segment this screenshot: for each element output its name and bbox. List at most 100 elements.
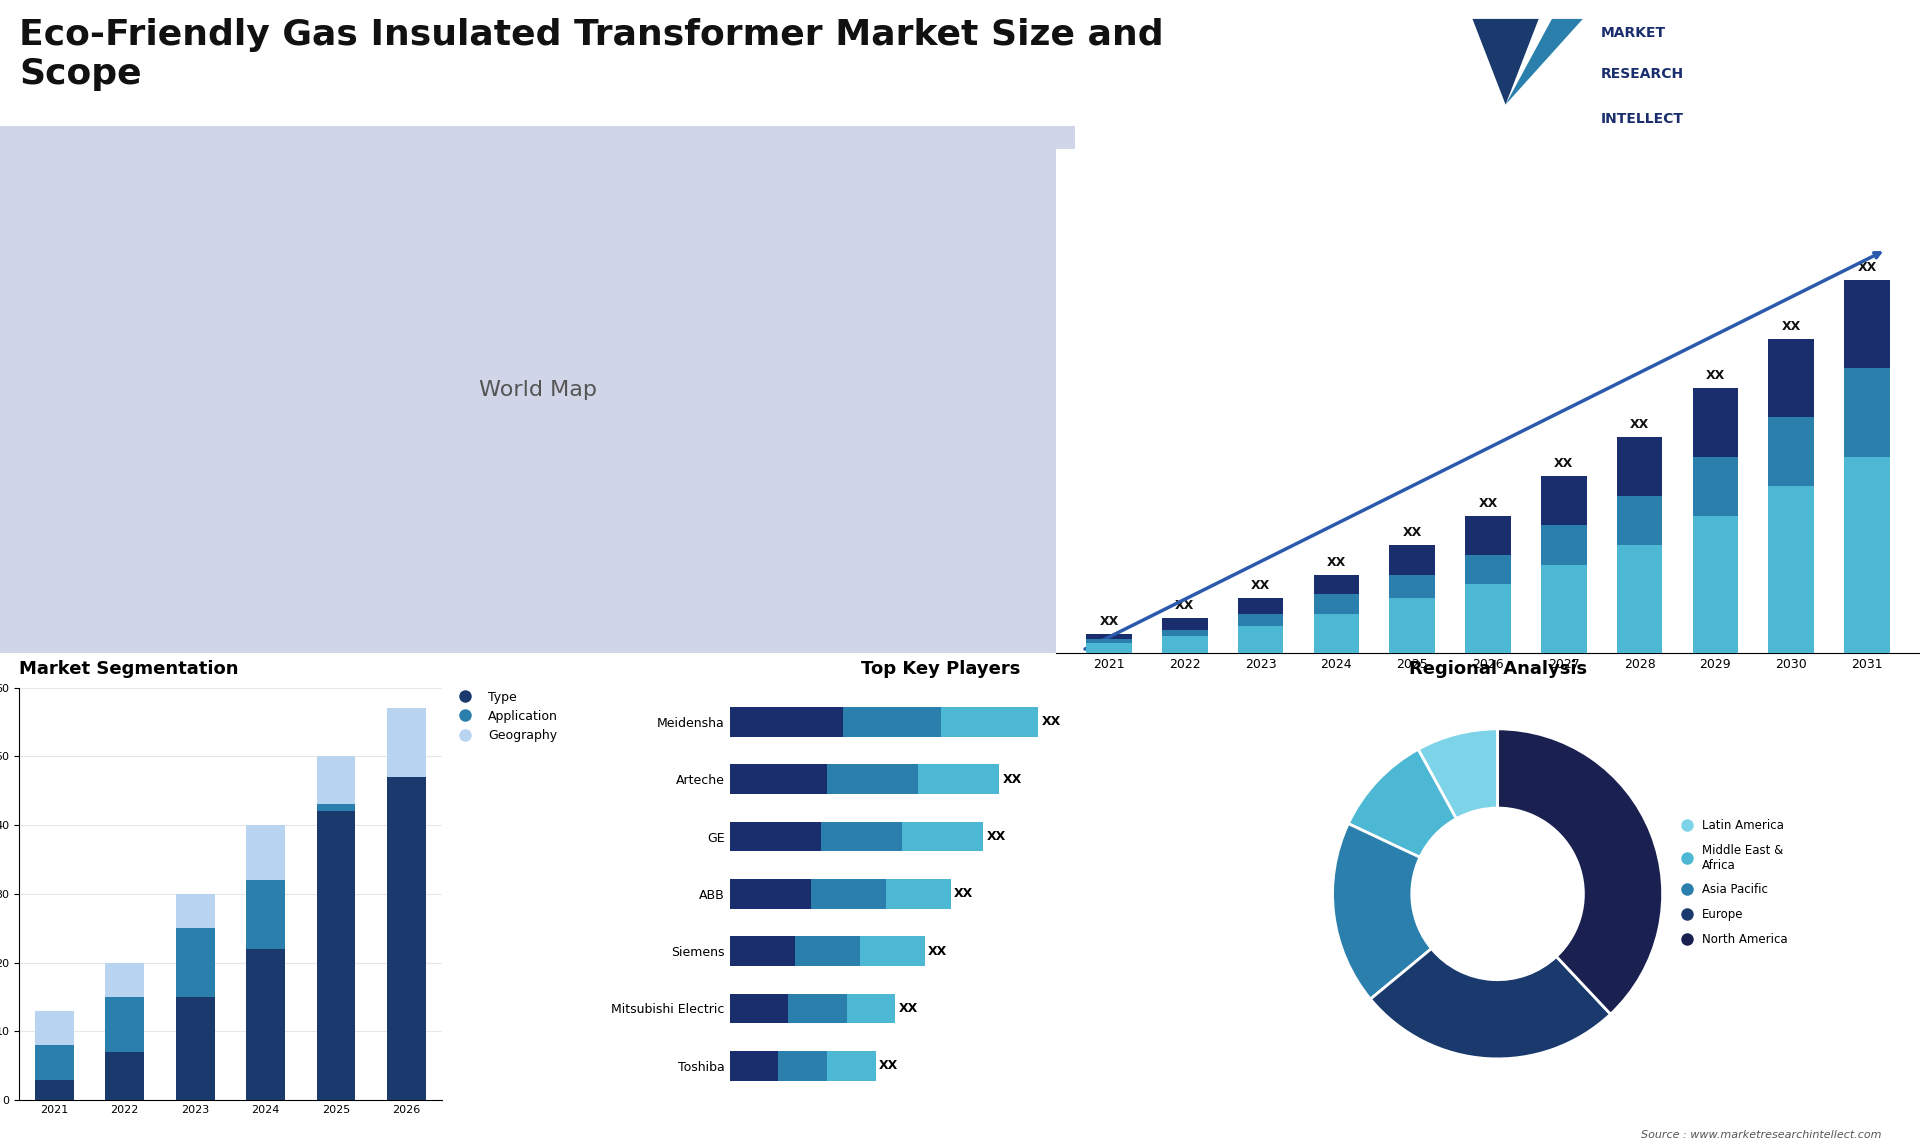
- Bar: [1087, 634, 1131, 653]
- Bar: [885, 879, 950, 909]
- Bar: [843, 707, 941, 737]
- Text: XX: XX: [899, 1002, 918, 1015]
- Bar: [177, 997, 215, 1100]
- Bar: [1465, 584, 1511, 653]
- Text: Source : www.marketresearchintellect.com: Source : www.marketresearchintellect.com: [1642, 1130, 1882, 1140]
- Bar: [1313, 614, 1359, 653]
- Bar: [1693, 456, 1738, 653]
- Bar: [730, 1051, 778, 1081]
- Bar: [1390, 598, 1434, 653]
- Bar: [246, 825, 284, 880]
- Bar: [847, 994, 895, 1023]
- Bar: [1087, 639, 1131, 653]
- Bar: [828, 1051, 876, 1081]
- Wedge shape: [1371, 949, 1611, 1059]
- Polygon shape: [1505, 19, 1582, 104]
- Bar: [106, 1052, 144, 1100]
- Bar: [820, 822, 902, 851]
- Text: Eco-Friendly Gas Insulated Transformer Market Size and
Scope: Eco-Friendly Gas Insulated Transformer M…: [19, 17, 1164, 92]
- Wedge shape: [1332, 824, 1432, 999]
- Bar: [246, 949, 284, 1100]
- Text: XX: XX: [879, 1059, 899, 1073]
- Bar: [860, 936, 925, 966]
- Bar: [1162, 629, 1208, 653]
- Bar: [730, 879, 810, 909]
- Bar: [1238, 614, 1283, 653]
- Bar: [1845, 368, 1889, 653]
- Bar: [1390, 574, 1434, 653]
- Bar: [730, 764, 828, 794]
- Bar: [1617, 437, 1663, 653]
- Bar: [730, 994, 787, 1023]
- Wedge shape: [1419, 729, 1498, 818]
- Bar: [177, 894, 215, 928]
- Bar: [177, 928, 215, 997]
- Bar: [787, 994, 847, 1023]
- Bar: [35, 1080, 73, 1100]
- Bar: [1087, 643, 1131, 653]
- Text: XX: XX: [1478, 496, 1498, 510]
- Bar: [35, 1045, 73, 1080]
- Bar: [317, 811, 355, 1100]
- Bar: [941, 707, 1039, 737]
- Bar: [1768, 486, 1814, 653]
- Legend: Latin America, Middle East &
Africa, Asia Pacific, Europe, North America: Latin America, Middle East & Africa, Asi…: [1676, 814, 1793, 951]
- Bar: [1768, 417, 1814, 653]
- Title: Top Key Players: Top Key Players: [860, 660, 1021, 677]
- Wedge shape: [1348, 749, 1455, 857]
- Bar: [106, 997, 144, 1052]
- Bar: [1162, 618, 1208, 653]
- Text: Market Segmentation: Market Segmentation: [19, 660, 238, 677]
- Wedge shape: [1498, 729, 1663, 1014]
- Bar: [1238, 598, 1283, 653]
- Text: XX: XX: [1553, 457, 1572, 470]
- Bar: [1542, 525, 1586, 653]
- Bar: [730, 822, 820, 851]
- Bar: [810, 879, 885, 909]
- Text: XX: XX: [1327, 556, 1346, 568]
- Legend: Type, Application, Geography: Type, Application, Geography: [447, 685, 563, 747]
- Bar: [902, 822, 983, 851]
- Bar: [1845, 280, 1889, 653]
- Bar: [1542, 477, 1586, 653]
- Text: XX: XX: [954, 887, 973, 901]
- Bar: [317, 756, 355, 804]
- Text: XX: XX: [1705, 369, 1724, 382]
- Text: XX: XX: [987, 830, 1006, 843]
- Bar: [778, 1051, 828, 1081]
- Text: XX: XX: [927, 944, 947, 958]
- Text: XX: XX: [1002, 772, 1021, 786]
- Bar: [1617, 496, 1663, 653]
- Bar: [1313, 574, 1359, 653]
- Text: XX: XX: [1100, 614, 1119, 628]
- Text: MARKET: MARKET: [1601, 26, 1667, 40]
- Bar: [388, 777, 426, 1100]
- Bar: [388, 708, 426, 777]
- Text: XX: XX: [1630, 418, 1649, 431]
- Bar: [1693, 387, 1738, 653]
- Bar: [1465, 516, 1511, 653]
- Bar: [1542, 565, 1586, 653]
- Bar: [1693, 516, 1738, 653]
- Text: XX: XX: [1857, 261, 1876, 274]
- Bar: [1313, 595, 1359, 653]
- Bar: [918, 764, 998, 794]
- Bar: [1238, 626, 1283, 653]
- Bar: [828, 764, 918, 794]
- Bar: [795, 936, 860, 966]
- Bar: [35, 1011, 73, 1045]
- Text: XX: XX: [1175, 599, 1194, 612]
- Bar: [1845, 456, 1889, 653]
- Bar: [106, 963, 144, 997]
- Text: XX: XX: [1252, 579, 1271, 592]
- Bar: [1465, 555, 1511, 653]
- Text: XX: XX: [1782, 320, 1801, 332]
- Bar: [1768, 339, 1814, 653]
- Polygon shape: [1473, 19, 1538, 104]
- Bar: [1617, 545, 1663, 653]
- Bar: [1162, 636, 1208, 653]
- Bar: [730, 936, 795, 966]
- Bar: [246, 880, 284, 949]
- Title: Regional Analysis: Regional Analysis: [1409, 660, 1586, 677]
- Text: World Map: World Map: [478, 379, 597, 400]
